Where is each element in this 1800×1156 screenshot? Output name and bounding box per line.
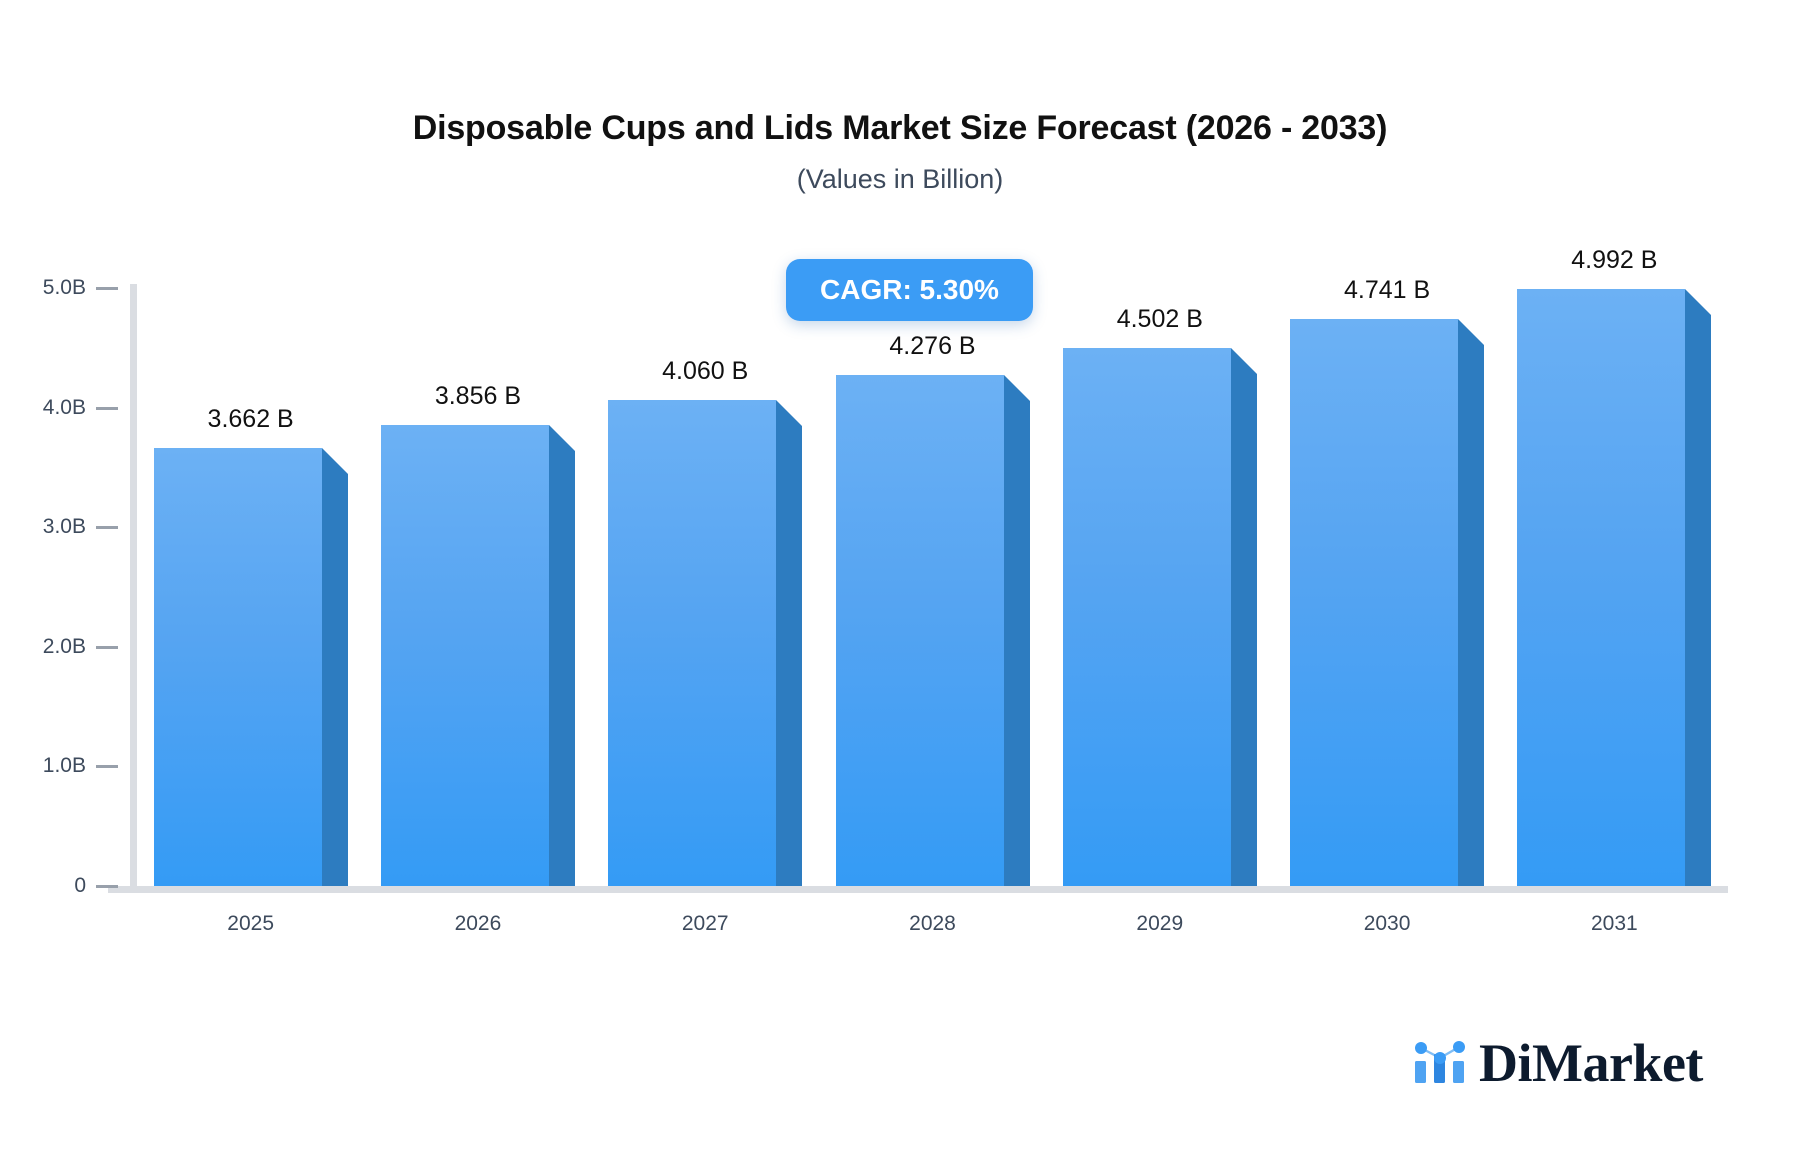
y-axis-tick-mark [96,526,118,530]
bar-column[interactable]: 4.502 B [1062,0,1257,1156]
bar-column[interactable]: 4.992 B [1517,0,1712,1156]
bar-side-face [1685,314,1712,886]
x-axis-label: 2025 [227,912,274,935]
chart-title-block: Disposable Cups and Lids Market Size For… [0,108,1800,195]
y-axis-tick-label: 5.0B [42,276,86,299]
bar-front-face [1062,347,1231,886]
bar-side-face [1230,373,1257,886]
bar-column[interactable]: 4.060 B [608,0,803,1156]
x-axis-label: 2028 [909,912,956,935]
bar-top-bevel [1685,288,1712,315]
bar-top-bevel [321,448,348,475]
bar-column[interactable]: 3.662 B [153,0,348,1156]
cagr-badge: CAGR: 5.30% [786,259,1033,321]
y-axis-line [130,284,137,886]
bar-front-face [380,424,549,886]
bar-value-label: 4.060 B [662,357,749,386]
y-axis-tick-label: 3.0B [42,515,86,539]
bar-chart-logo-icon [1413,1037,1467,1090]
bar-side-face [321,474,348,886]
x-axis-label: 2031 [1590,912,1638,935]
y-axis-tick-mark [96,645,118,649]
bar-side-face [1003,400,1030,886]
x-axis-label: 2030 [1363,912,1411,935]
y-axis-tick: 4.0B [0,395,120,419]
bar-column[interactable]: 3.856 B [380,0,575,1156]
y-axis-tick-mark [96,287,118,290]
chart-subtitle: (Values in Billion) [796,163,1004,194]
y-axis-tick-label: 4.0B [42,395,86,419]
logo-text: DiMarket [1479,1033,1703,1093]
bar-top-bevel [1003,374,1030,401]
bar-value-label: 4.992 B [1571,245,1658,274]
x-axis-label: 2026 [454,912,502,935]
bar-side-face [1458,344,1485,886]
bar-top-bevel [548,424,575,451]
x-axis-line [108,886,1728,893]
y-axis-tick: 0 [0,874,120,897]
y-axis-tick-label: 0 [74,874,86,897]
y-axis-tick-label: 1.0B [42,754,86,778]
bar-front-face [1517,288,1686,886]
bar-value-label: 3.662 B [207,405,294,434]
bar-value-label: 3.856 B [434,381,522,410]
y-axis-tick: 1.0B [0,754,120,778]
bar-front-face [153,448,322,886]
y-axis-tick: 5.0B [0,276,120,299]
y-axis-tick-mark [96,765,118,769]
bar-side-face [776,426,803,886]
bar-front-face [608,400,777,886]
y-axis-tick: 3.0B [0,515,120,539]
x-axis-label: 2027 [681,912,729,935]
bar-value-label: 4.276 B [889,331,976,360]
bar-top-bevel [1458,318,1485,345]
bar-top-bevel [1230,347,1257,374]
y-axis-tick-label: 2.0B [42,634,86,658]
bar-side-face [548,450,575,886]
bar-series: 3.662 B 3.856 B 4.060 B 4.276 B 4.502 B 4.741… [137,0,1728,1156]
y-axis-tick-mark [96,406,118,410]
bar-top-bevel [776,400,803,427]
bar-front-face [835,374,1004,886]
bar-column[interactable]: 4.276 B [835,0,1030,1156]
page-title: Disposable Cups and Lids Market Size For… [412,109,1388,147]
dimarket-logo: DiMarket [1413,1036,1703,1090]
y-axis-tick-mark [96,885,118,888]
bar-front-face [1290,318,1459,886]
y-axis-tick: 2.0B [0,634,120,658]
bar-column[interactable]: 4.741 B [1290,0,1485,1156]
bar-value-label: 4.502 B [1116,304,1203,333]
bar-value-label: 4.741 B [1343,275,1431,304]
x-axis-label: 2029 [1136,912,1184,935]
